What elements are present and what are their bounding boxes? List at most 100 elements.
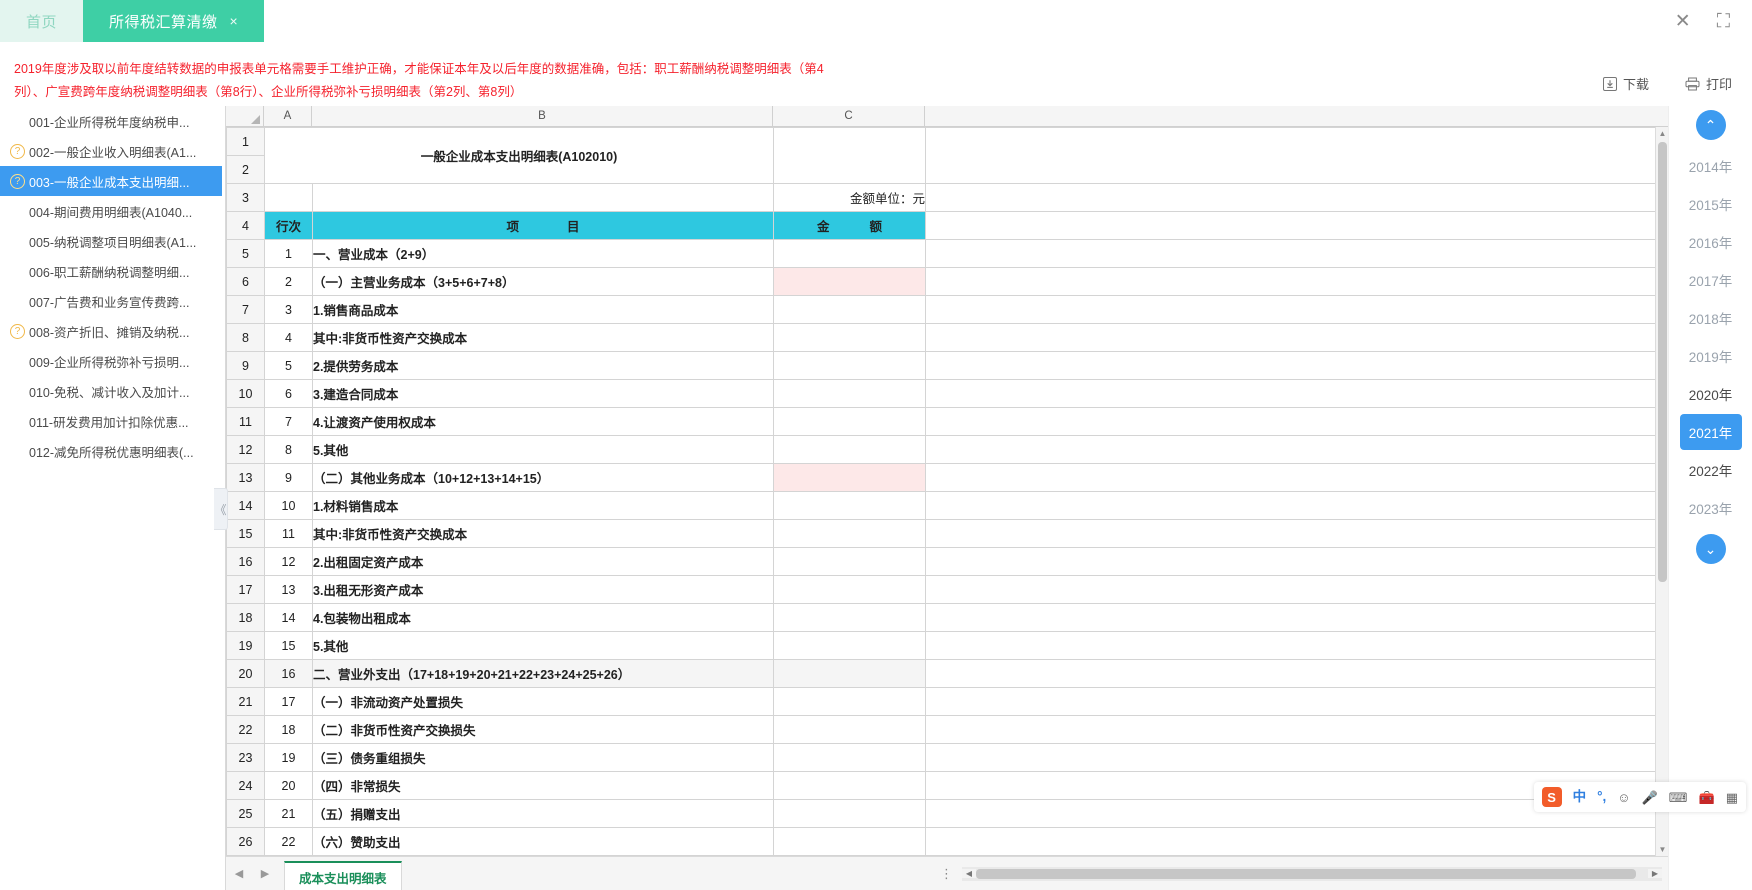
cell-item-name[interactable]: （六）赞助支出	[312, 827, 774, 856]
cell-b3[interactable]	[312, 183, 774, 212]
grid-viewport[interactable]: 1 一般企业成本支出明细表(A102010) 2 3 金额单位：元 4	[226, 127, 1668, 890]
cell-line-number[interactable]: 3	[264, 295, 313, 324]
row-header[interactable]: 12	[226, 435, 265, 464]
row-header[interactable]: 14	[226, 491, 265, 520]
sidebar-item-008[interactable]: ? 008-资产折旧、摊销及纳税...	[0, 316, 222, 346]
row-header[interactable]: 19	[226, 631, 265, 660]
cell-amount[interactable]	[773, 799, 926, 828]
cell-amount[interactable]	[773, 743, 926, 772]
cell-item-name[interactable]: 4.让渡资产使用权成本	[312, 407, 774, 436]
row-header[interactable]: 17	[226, 575, 265, 604]
unit-label[interactable]: 金额单位：元	[773, 183, 926, 212]
year-option-2020年[interactable]: 2020年	[1688, 388, 1733, 403]
cell-line-number[interactable]: 12	[264, 547, 313, 576]
cell-item-name[interactable]: （一）主营业务成本（3+5+6+7+8）	[312, 267, 774, 296]
cell-line-number[interactable]: 10	[264, 491, 313, 520]
ime-emoji-icon[interactable]: ☺	[1617, 789, 1631, 805]
header-row-number[interactable]: 行次	[264, 211, 313, 240]
sidebar-item-005[interactable]: 005-纳税调整项目明细表(A1...	[0, 226, 222, 256]
cell-amount[interactable]	[773, 239, 926, 268]
cell-amount[interactable]	[773, 323, 926, 352]
sidebar-collapse-handle[interactable]: 《	[214, 488, 228, 530]
row-header[interactable]: 25	[226, 799, 265, 828]
horizontal-scrollbar[interactable]: ◀ ▶	[962, 866, 1662, 881]
year-option-2021年[interactable]: 2021年	[1679, 414, 1742, 450]
year-scroll-up-button[interactable]: ⌃	[1695, 110, 1726, 140]
ime-toolbar[interactable]: S 中 °, ☺ 🎤 ⌨ 🧰 ▦	[1533, 782, 1746, 812]
row-header[interactable]: 11	[226, 407, 265, 436]
close-window-icon[interactable]: ✕	[1674, 10, 1691, 32]
year-option-2017年[interactable]: 2017年	[1688, 274, 1733, 289]
cell-item-name[interactable]: 2.提供劳务成本	[312, 351, 774, 380]
cell-amount[interactable]	[773, 687, 926, 716]
cell-item-name[interactable]: 二、营业外支出（17+18+19+20+21+22+23+24+25+26）	[312, 659, 774, 688]
print-button[interactable]: 打印	[1685, 74, 1732, 93]
header-amount[interactable]: 金 额	[773, 211, 926, 240]
cell-amount[interactable]	[773, 267, 926, 296]
cell-amount[interactable]	[773, 715, 926, 744]
cell-line-number[interactable]: 7	[264, 407, 313, 436]
cell-line-number[interactable]: 1	[264, 239, 313, 268]
cell-item-name[interactable]: （一）非流动资产处置损失	[312, 687, 774, 716]
cell-amount[interactable]	[773, 631, 926, 660]
cell-amount[interactable]	[773, 575, 926, 604]
cell-item-name[interactable]: 5.其他	[312, 435, 774, 464]
year-option-2018年[interactable]: 2018年	[1688, 312, 1733, 327]
year-option-2023年[interactable]: 2023年	[1688, 502, 1733, 517]
cell-item-name[interactable]: 1.销售商品成本	[312, 295, 774, 324]
cell-item-name[interactable]: 一、营业成本（2+9）	[312, 239, 774, 268]
cell-item-name[interactable]: 4.包装物出租成本	[312, 603, 774, 632]
row-header-1[interactable]: 1	[226, 127, 265, 156]
tab-income-tax-settlement[interactable]: 所得税汇算清缴 ×	[83, 0, 265, 42]
scroll-up-icon[interactable]: ▲	[1656, 127, 1669, 140]
cell-line-number[interactable]: 2	[264, 267, 313, 296]
scroll-down-icon[interactable]: ▼	[1656, 843, 1669, 856]
row-header[interactable]: 6	[226, 267, 265, 296]
cell-amount[interactable]	[773, 379, 926, 408]
cell-line-number[interactable]: 6	[264, 379, 313, 408]
cell-amount[interactable]	[773, 603, 926, 632]
header-item[interactable]: 项 目	[312, 211, 774, 240]
row-header[interactable]: 20	[226, 659, 265, 688]
cell-item-name[interactable]: 3.建造合同成本	[312, 379, 774, 408]
sheet-menu-icon[interactable]: ⋮	[940, 865, 954, 881]
row-header[interactable]: 21	[226, 687, 265, 716]
ime-keyboard-icon[interactable]: ⌨	[1668, 789, 1688, 805]
form-list-sidebar[interactable]: 001-企业所得税年度纳税申...? 002-一般企业收入明细表(A1...? 00…	[0, 106, 222, 890]
cell-line-number[interactable]: 8	[264, 435, 313, 464]
row-header[interactable]: 18	[226, 603, 265, 632]
cell-line-number[interactable]: 17	[264, 687, 313, 716]
ime-mode-icon[interactable]: 中	[1572, 789, 1587, 805]
year-option-2016年[interactable]: 2016年	[1688, 236, 1733, 251]
maximize-window-icon[interactable]: ⛶	[1716, 10, 1730, 32]
sheet-title[interactable]: 一般企业成本支出明细表(A102010)	[264, 127, 774, 184]
sidebar-item-009[interactable]: 009-企业所得税弥补亏损明...	[0, 346, 222, 376]
cell-line-number[interactable]: 20	[264, 771, 313, 800]
row-header[interactable]: 22	[226, 715, 265, 744]
ime-punctuation-icon[interactable]: °,	[1597, 789, 1607, 805]
cell-line-number[interactable]: 14	[264, 603, 313, 632]
cell-line-number[interactable]: 18	[264, 715, 313, 744]
row-header[interactable]: 7	[226, 295, 265, 324]
year-option-2019年[interactable]: 2019年	[1688, 350, 1733, 365]
row-header[interactable]: 5	[226, 239, 265, 268]
horizontal-scroll-thumb[interactable]	[976, 868, 1636, 879]
cell-amount[interactable]	[773, 351, 926, 380]
sidebar-item-012[interactable]: 012-减免所得税优惠明细表(...	[0, 436, 222, 466]
hscroll-track[interactable]	[976, 867, 1648, 881]
cell-item-name[interactable]: （二）非货币性资产交换损失	[312, 715, 774, 744]
cell-item-name[interactable]: 1.材料销售成本	[312, 491, 774, 520]
row-header[interactable]: 16	[226, 547, 265, 576]
download-button[interactable]: 下载	[1602, 74, 1649, 93]
row-header[interactable]: 8	[226, 323, 265, 352]
year-option-2022年[interactable]: 2022年	[1688, 464, 1733, 479]
hscroll-left-icon[interactable]: ◀	[962, 869, 976, 878]
cell-amount[interactable]	[773, 519, 926, 548]
vertical-scrollbar[interactable]: ▲ ▼	[1655, 127, 1669, 856]
cell-amount[interactable]	[773, 771, 926, 800]
sheet-prev-icon[interactable]: ◀	[234, 868, 244, 880]
vertical-scroll-thumb[interactable]	[1658, 142, 1667, 582]
cell-item-name[interactable]: （三）债务重组损失	[312, 743, 774, 772]
ime-tools-icon[interactable]: 🧰	[1698, 789, 1715, 805]
cell-item-name[interactable]: （五）捐赠支出	[312, 799, 774, 828]
